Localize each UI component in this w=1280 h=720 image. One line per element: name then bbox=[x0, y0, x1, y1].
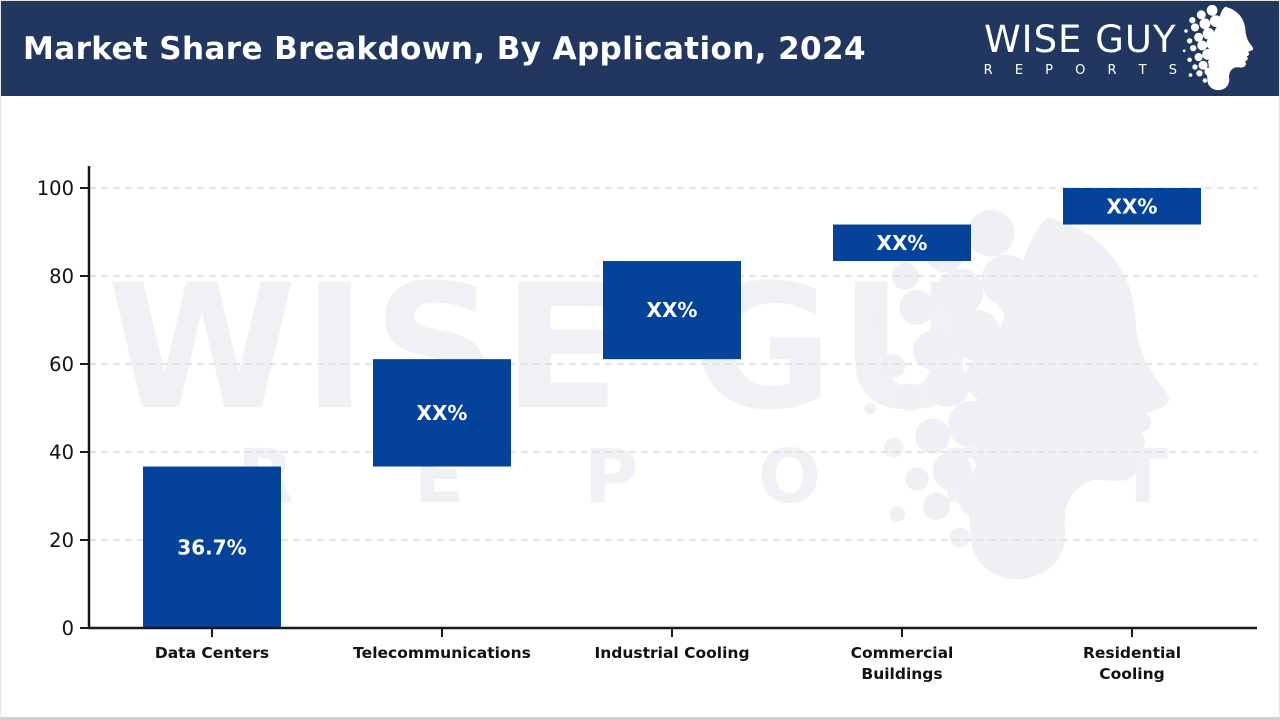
y-tick-label-80: 80 bbox=[49, 265, 74, 288]
x-category-label-residential-cooling: Cooling bbox=[1099, 665, 1164, 683]
logo-text: WISE GUY R E P O R T S bbox=[984, 21, 1177, 77]
bar-commercial-buildings bbox=[833, 224, 971, 262]
wise-guy-logo: WISE GUY R E P O R T S bbox=[984, 5, 1267, 93]
header-bar: Market Share Breakdown, By Application, … bbox=[1, 1, 1279, 96]
x-category-label-data-centers: Data Centers bbox=[155, 644, 269, 662]
bar-value-label-telecommunications: XX% bbox=[417, 401, 468, 425]
x-category-label-residential-cooling: Residential bbox=[1083, 644, 1181, 662]
chart-area: WISE GUY R E P O R T S 36.7% XX% XX% XX% XX%… bbox=[1, 96, 1279, 717]
x-category-label-commercial-buildings: Buildings bbox=[861, 665, 942, 683]
y-tick-label-100: 100 bbox=[37, 177, 74, 200]
y-tick-label-0: 0 bbox=[62, 617, 74, 640]
waterfall-chart: 36.7% XX% XX% XX% XX% 0 20 40 60 80 100 Data Center… bbox=[37, 166, 1257, 683]
x-category-label-telecommunications: Telecommunications bbox=[353, 644, 531, 662]
bar-value-label-industrial-cooling: XX% bbox=[647, 298, 698, 322]
page-title: Market Share Breakdown, By Application, … bbox=[23, 30, 866, 67]
logo-face-icon bbox=[1177, 4, 1267, 94]
y-tick-label-60: 60 bbox=[49, 353, 74, 376]
y-tick-label-40: 40 bbox=[49, 441, 74, 464]
x-category-label-industrial-cooling: Industrial Cooling bbox=[594, 644, 749, 662]
bar-data-centers bbox=[143, 466, 281, 628]
y-tick-label-20: 20 bbox=[49, 529, 74, 552]
bar-value-label-commercial-buildings: XX% bbox=[877, 231, 928, 255]
bar-industrial-cooling bbox=[603, 261, 741, 360]
bar-value-label-residential-cooling: XX% bbox=[1107, 194, 1158, 218]
bar-value-label-data-centers: 36.7% bbox=[177, 535, 246, 559]
bar-residential-cooling bbox=[1063, 188, 1201, 225]
logo-wordmark: WISE GUY bbox=[984, 18, 1177, 61]
x-category-label-commercial-buildings: Commercial bbox=[851, 644, 954, 662]
bar-telecommunications bbox=[373, 359, 511, 467]
logo-subtitle: R E P O R T S bbox=[983, 63, 1186, 78]
